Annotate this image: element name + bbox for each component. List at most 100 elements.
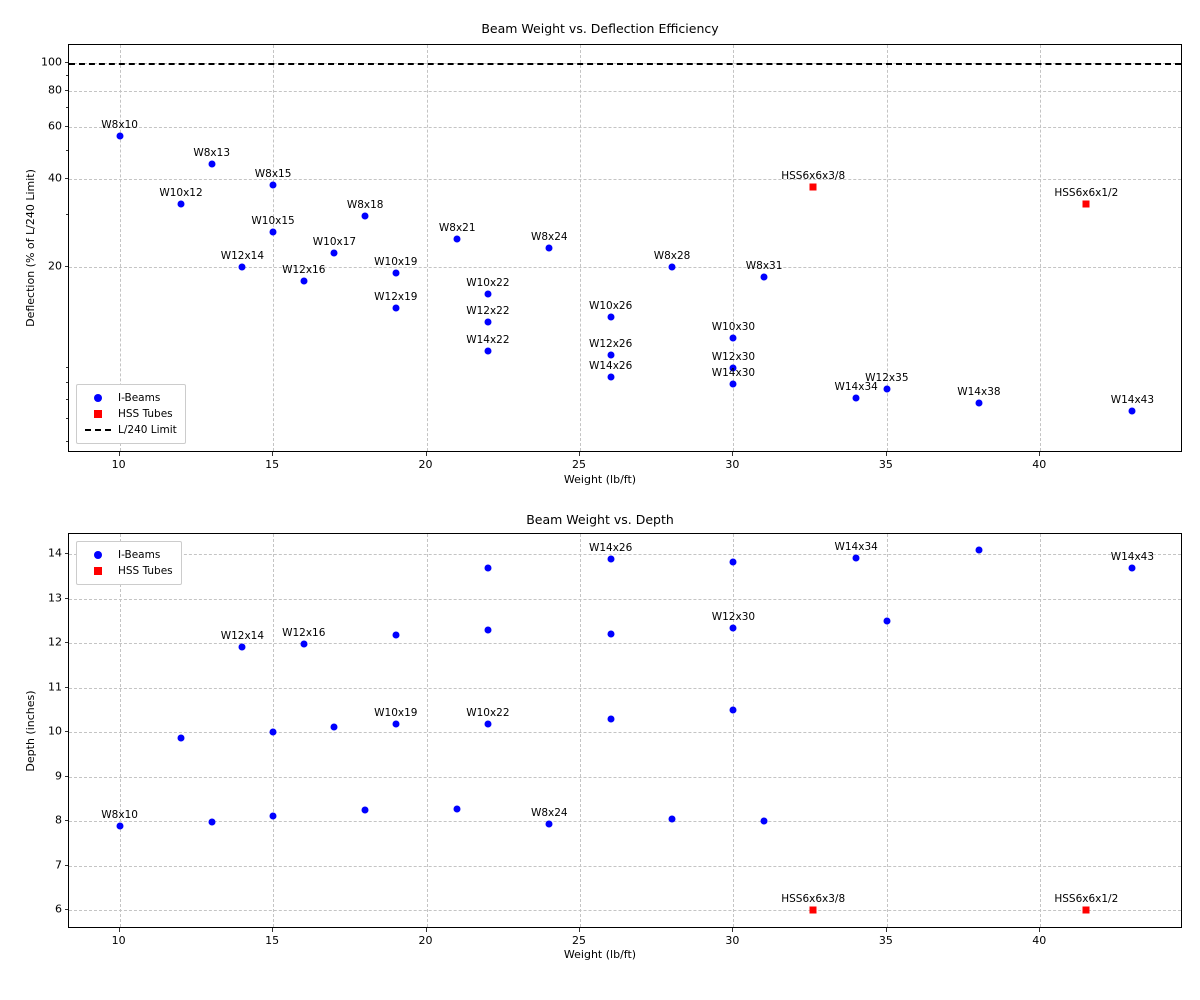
data-point-label: HSS6x6x1/2 [1054, 893, 1119, 906]
data-point-ibeam [607, 630, 615, 638]
data-point-ibeam [330, 249, 338, 257]
x-tick-label: 25 [571, 934, 586, 947]
y-minor-tick [66, 381, 68, 383]
y-tick-label: 20 [48, 259, 62, 273]
data-point-ibeam [484, 347, 492, 355]
x-tick [118, 928, 120, 932]
data-point-hss [809, 183, 817, 191]
data-point-ibeam [208, 818, 216, 826]
data-point-ibeam [269, 812, 277, 820]
gridline-horizontal [69, 178, 1181, 180]
gridline-vertical [733, 45, 735, 451]
x-tick [272, 452, 274, 456]
y-minor-tick [66, 106, 68, 108]
chart-legend: I-Beams HSS Tubes [76, 541, 182, 585]
x-tick [1039, 928, 1041, 932]
square-marker-icon [94, 567, 102, 575]
limit-line-l-240-limit [69, 62, 1181, 65]
y-tick [64, 820, 68, 822]
data-point-ibeam [484, 318, 492, 326]
circle-marker-icon [94, 551, 102, 559]
y-tick [64, 731, 68, 733]
gridline-horizontal [69, 598, 1181, 600]
x-axis-label: Weight (lb/ft) [563, 948, 637, 961]
y-minor-tick [66, 398, 68, 400]
data-point-label: W10x19 [374, 706, 418, 719]
legend-marker [83, 567, 113, 575]
y-tick-label: 9 [55, 769, 62, 783]
gridline-vertical [119, 534, 121, 927]
gridline-horizontal [69, 687, 1181, 689]
y-tick-label: 60 [48, 119, 62, 133]
legend-label: L/240 Limit [118, 424, 177, 436]
y-tick-label: 11 [48, 680, 62, 694]
data-point-ibeam [453, 235, 461, 243]
data-point-ibeam [484, 626, 492, 634]
gridline-horizontal [69, 266, 1181, 268]
data-point-ibeam [392, 269, 400, 277]
y-tick [64, 642, 68, 644]
data-point-label: W14x26 [588, 541, 633, 554]
legend-row: HSS Tubes [83, 406, 177, 422]
gridline-vertical [579, 45, 581, 451]
data-point-ibeam [607, 715, 615, 723]
data-point-ibeam [1128, 564, 1136, 572]
data-point-hss [809, 906, 817, 914]
data-point-ibeam [1128, 407, 1136, 415]
data-point-ibeam [453, 805, 461, 813]
plot-inner: W8x10 W12x14 W12x16 W10x19 W10x22 W8x24 W14x26… [69, 534, 1181, 927]
y-tick-label: 100 [41, 55, 62, 69]
x-tick [885, 452, 887, 456]
x-tick [885, 928, 887, 932]
data-point-ibeam [883, 617, 891, 625]
data-point-hss [1082, 906, 1090, 914]
x-tick [578, 928, 580, 932]
x-tick-label: 30 [725, 934, 740, 947]
x-tick [425, 928, 427, 932]
y-tick-label: 12 [48, 635, 62, 649]
data-point-ibeam [300, 277, 308, 285]
gridline-horizontal [69, 554, 1181, 556]
x-tick [1039, 452, 1041, 456]
gridline-horizontal [69, 910, 1181, 912]
y-tick [64, 89, 68, 91]
legend-label: HSS Tubes [118, 565, 173, 577]
gridline-vertical [119, 45, 121, 451]
data-point-ibeam [852, 394, 860, 402]
data-point-label: W12x16 [282, 626, 326, 639]
data-point-ibeam [729, 364, 737, 372]
gridline-vertical [1040, 534, 1042, 927]
x-tick-label: 20 [418, 934, 433, 947]
legend-label: I-Beams [118, 549, 161, 561]
y-tick [64, 265, 68, 267]
y-tick [64, 597, 68, 599]
data-point-ibeam [975, 546, 983, 554]
y-tick [64, 553, 68, 555]
x-tick-label: 30 [725, 458, 740, 471]
x-tick-label: 10 [111, 458, 126, 471]
gridline-vertical [1040, 45, 1042, 451]
gridline-horizontal [69, 643, 1181, 645]
y-tick [64, 126, 68, 128]
data-point-ibeam [392, 720, 400, 728]
data-point-ibeam [852, 554, 860, 562]
y-minor-tick [66, 149, 68, 151]
x-tick-label: 35 [878, 458, 893, 471]
gridline-horizontal [69, 865, 1181, 867]
square-marker-icon [94, 410, 102, 418]
gridline-horizontal [69, 127, 1181, 129]
chart-title: Beam Weight vs. Depth [526, 512, 674, 527]
data-point-hss [1082, 200, 1090, 208]
data-point-ibeam [760, 273, 768, 281]
data-point-ibeam [545, 244, 553, 252]
gridline-horizontal [69, 821, 1181, 823]
data-point-ibeam [269, 181, 277, 189]
circle-marker-icon [94, 394, 102, 402]
x-tick-label: 25 [571, 458, 586, 471]
data-point-ibeam [883, 385, 891, 393]
x-tick-label: 40 [1032, 934, 1047, 947]
x-tick-label: 20 [418, 458, 433, 471]
x-tick-label: 10 [111, 934, 126, 947]
y-tick-label: 10 [48, 724, 62, 738]
gridline-vertical [579, 534, 581, 927]
